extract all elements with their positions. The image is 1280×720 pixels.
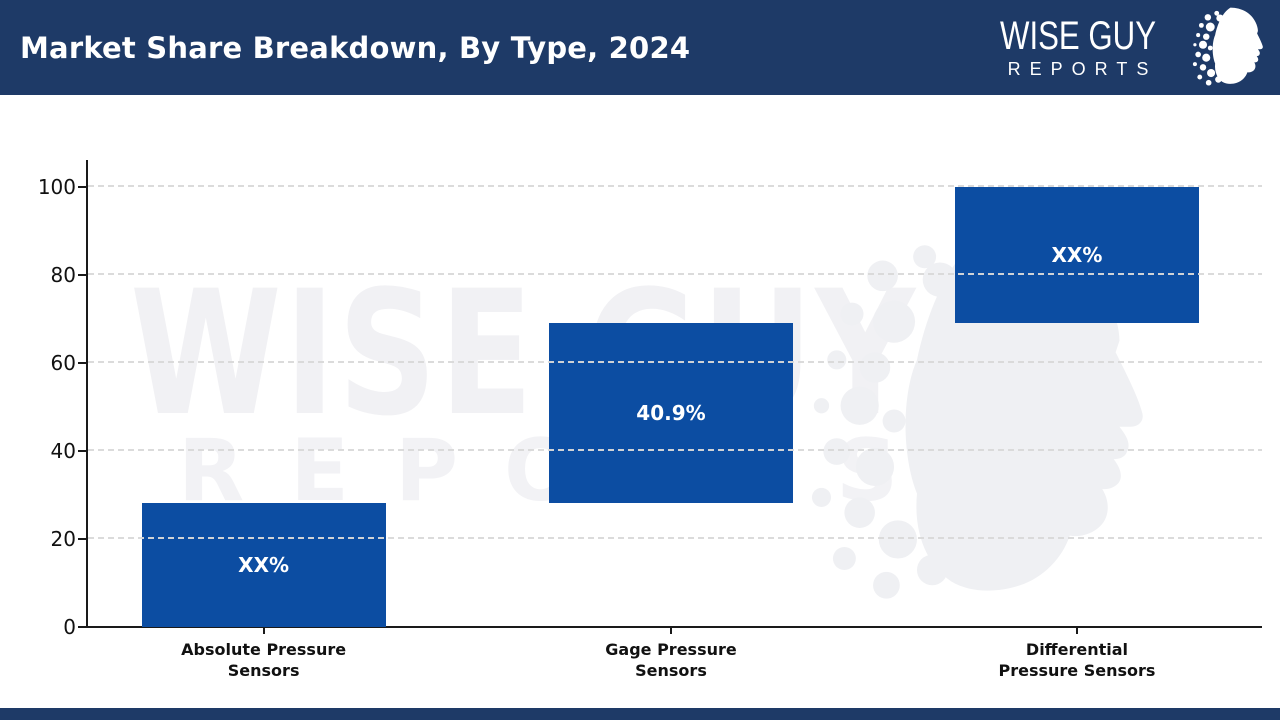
gridline xyxy=(88,448,1262,451)
x-tick-mark xyxy=(262,627,265,634)
x-tick-mark xyxy=(1075,627,1078,634)
gridline xyxy=(88,272,1262,275)
x-tick-mark xyxy=(670,627,672,634)
y-tick-label: 60 xyxy=(50,350,76,375)
bar-segment: XX% xyxy=(141,502,386,627)
y-tick-label: 0 xyxy=(63,615,76,639)
category-label-line: Pressure Sensors xyxy=(998,661,1156,680)
category-label-line: Absolute Pressure xyxy=(181,640,347,659)
y-tick-mark xyxy=(78,626,86,628)
y-tick-label: 80 xyxy=(50,262,76,287)
category-label-line: Gage Pressure xyxy=(605,640,737,659)
y-tick-mark xyxy=(78,361,86,364)
bar-segment: XX% xyxy=(954,186,1199,323)
brand-logo: WISE GUY REPORTS xyxy=(978,6,1266,90)
page-title: Market Share Breakdown, By Type, 2024 xyxy=(20,30,691,65)
logo-subtext: REPORTS xyxy=(1007,58,1158,79)
y-tick-mark xyxy=(78,449,86,452)
header-bar: Market Share Breakdown, By Type, 2024 WI… xyxy=(0,0,1280,95)
category-label-line: Sensors xyxy=(227,661,300,680)
bar-segment: 40.9% xyxy=(549,322,793,503)
plot-area: XX% 40.9% XX% xyxy=(88,160,1262,627)
y-tick-label: 100 xyxy=(37,174,76,199)
y-tick-mark xyxy=(78,537,86,540)
gridline xyxy=(88,184,1262,187)
bar-value-label: XX% xyxy=(238,552,290,577)
y-tick-label: 20 xyxy=(50,526,76,551)
logo-wordmark: WISE GUY xyxy=(999,13,1156,58)
y-tick-mark xyxy=(78,273,86,276)
category-label: Gage Pressure Sensors xyxy=(501,639,841,681)
category-label: Absolute Pressure Sensors xyxy=(94,639,434,681)
x-axis-line xyxy=(86,625,1262,628)
category-label: Differential Pressure Sensors xyxy=(907,639,1247,681)
category-label-line: Differential xyxy=(1025,640,1129,659)
logo-text: WISE GUY REPORTS xyxy=(978,16,1178,80)
bar-value-label: XX% xyxy=(1051,242,1103,267)
category-label-line: Sensors xyxy=(635,661,707,680)
y-tick-label: 40 xyxy=(50,438,76,463)
y-tick-mark xyxy=(78,185,86,188)
bar-value-label: 40.9% xyxy=(636,400,706,425)
gridline xyxy=(88,360,1262,363)
y-axis-line xyxy=(86,160,88,628)
gridline xyxy=(88,536,1262,539)
logo-face-icon xyxy=(1182,6,1266,90)
footer-bar xyxy=(0,708,1280,720)
